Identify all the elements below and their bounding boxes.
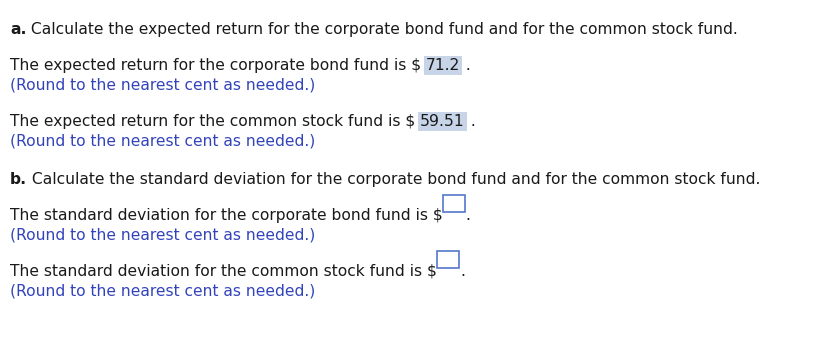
Text: Calculate the standard deviation for the corporate bond fund and for the common : Calculate the standard deviation for the… [27,172,760,187]
Text: 59.51: 59.51 [420,114,465,129]
Bar [437,251,459,268]
Text: (Round to the nearest cent as needed.): (Round to the nearest cent as needed.) [10,228,315,243]
Text: The standard deviation for the corporate bond fund is $: The standard deviation for the corporate… [10,208,443,223]
Text: a.: a. [10,22,27,37]
Text: (Round to the nearest cent as needed.): (Round to the nearest cent as needed.) [10,284,315,299]
Text: 71.2: 71.2 [426,58,460,73]
Text: .: . [461,58,471,73]
Text: .: . [459,264,465,279]
Text: (Round to the nearest cent as needed.): (Round to the nearest cent as needed.) [10,134,315,149]
Text: (Round to the nearest cent as needed.): (Round to the nearest cent as needed.) [10,78,315,93]
Text: Calculate the expected return for the corporate bond fund and for the common sto: Calculate the expected return for the co… [27,22,738,37]
Text: b.: b. [10,172,27,187]
Text: The expected return for the corporate bond fund is $: The expected return for the corporate bo… [10,58,426,73]
Text: .: . [465,114,475,129]
Text: The expected return for the common stock fund is $: The expected return for the common stock… [10,114,420,129]
Bar [443,195,465,212]
Text: .: . [465,208,470,223]
Text: The standard deviation for the common stock fund is $: The standard deviation for the common st… [10,264,437,279]
